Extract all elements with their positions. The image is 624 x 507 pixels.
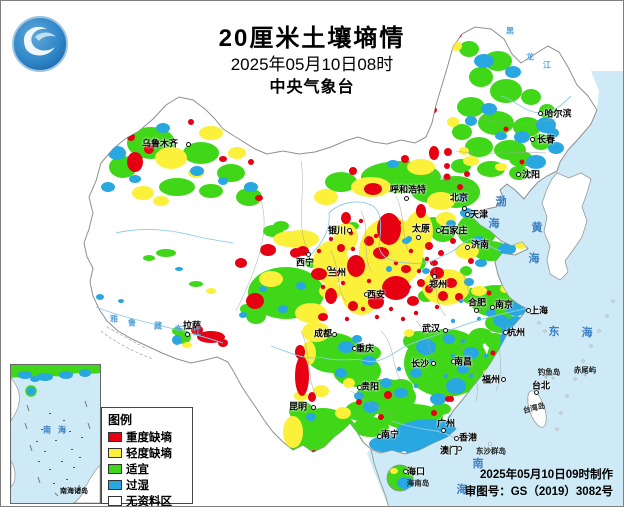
map-title-block: 20厘米土壤墒情 2025年05月10日08时 中央气象台	[102, 25, 522, 99]
korea-peninsula	[541, 172, 592, 281]
map-org: 中央气象台	[269, 79, 355, 96]
legend: 图例 重度缺墒轻度缺墒适宜过湿无资料区	[101, 407, 193, 507]
map-title: 20厘米土壤墒情	[218, 25, 406, 52]
inset-sea-label-char: 南	[43, 425, 51, 435]
legend-title: 图例	[108, 413, 133, 427]
province-borders	[235, 115, 557, 417]
taiwan-island	[527, 390, 547, 428]
inset-map	[11, 365, 100, 503]
legend-item-label: 重度缺墒	[126, 432, 172, 444]
legend-item: 过湿	[108, 477, 192, 493]
offshore-islets	[488, 299, 615, 446]
inset-sea-label-char: 海	[58, 425, 66, 435]
legend-items: 重度缺墒轻度缺墒适宜过湿无资料区	[108, 429, 192, 507]
legend-item: 重度缺墒	[108, 429, 192, 445]
rivers	[95, 95, 572, 506]
hainan-island	[386, 464, 414, 492]
legend-item-label: 适宜	[126, 464, 149, 476]
legend-item: 轻度缺墒	[108, 445, 192, 461]
legend-swatch	[108, 448, 122, 458]
south-china-sea-inset: 南海南海诸岛	[10, 364, 101, 504]
cma-logo	[12, 16, 68, 72]
inset-islands-label: 南海诸岛	[60, 488, 88, 495]
legend-swatch	[108, 480, 122, 490]
attribution: 2025年05月10日09时制作 审图号：GS（2019）3082号	[465, 467, 613, 501]
legend-swatch	[108, 496, 122, 506]
map-datetime: 2025年05月10日08时	[230, 55, 394, 74]
legend-item-label: 轻度缺墒	[126, 448, 172, 460]
legend-item: 无资料区	[108, 493, 192, 507]
legend-item-label: 无资料区	[126, 496, 172, 507]
legend-item-label: 过湿	[126, 480, 149, 492]
made-time: 2025年05月10日09时制作	[480, 469, 613, 481]
approval-number: 审图号：GS（2019）3082号	[464, 486, 613, 498]
legend-item: 适宜	[108, 461, 192, 477]
legend-swatch	[108, 464, 122, 474]
legend-swatch	[108, 432, 122, 442]
disputed-borders	[100, 326, 154, 360]
